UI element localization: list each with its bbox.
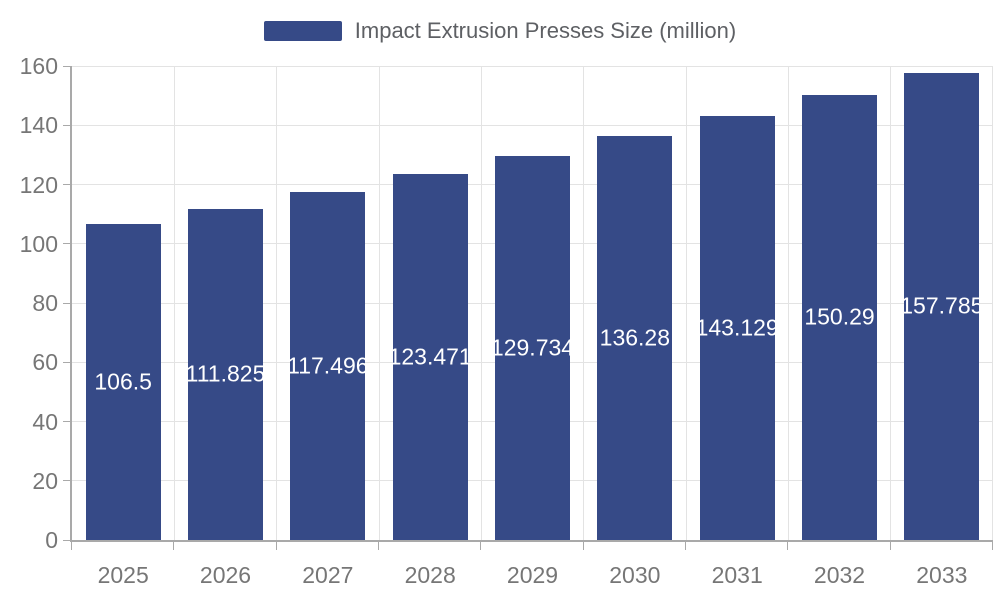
x-axis-label: 2028 [404, 562, 456, 588]
y-axis-tick [63, 124, 72, 126]
x-axis-label: 2029 [506, 562, 559, 588]
x-axis-tick [685, 542, 686, 550]
y-gridline [72, 65, 993, 67]
bar[interactable]: 106.5 [85, 224, 161, 540]
bar-value-label: 106.5 [94, 368, 152, 395]
y-axis-tick [63, 421, 72, 422]
x-axis-tick [378, 542, 379, 550]
x-axis-label: 2026 [199, 562, 252, 588]
x-axis-tick [889, 542, 891, 550]
y-axis-label: 120 [19, 171, 58, 198]
x-axis-tick [992, 542, 993, 550]
y-axis-label: 140 [19, 112, 58, 139]
x-gridline [787, 66, 789, 540]
x-axis-label: 2030 [609, 562, 661, 588]
y-axis-label: 100 [19, 230, 58, 257]
x-gridline [890, 66, 892, 540]
bar[interactable]: 157.785 [904, 72, 980, 540]
bar-value-label: 123.471 [392, 343, 468, 370]
bar[interactable]: 111.825 [188, 208, 263, 540]
x-axis-tick [275, 542, 277, 550]
y-axis-tick [63, 65, 72, 67]
legend-label: Impact Extrusion Presses Size (million) [354, 18, 737, 43]
x-axis-tick [480, 542, 482, 550]
x-gridline [583, 66, 585, 540]
y-axis-tick [63, 184, 72, 185]
legend-item[interactable]: Impact Extrusion Presses Size (million) [0, 18, 1000, 44]
bar-value-label: 143.129 [699, 314, 775, 341]
x-axis-label: 2032 [813, 562, 866, 588]
y-axis-label: 40 [32, 408, 58, 435]
bar-value-label: 129.734 [495, 334, 570, 361]
y-axis-tick [63, 480, 72, 482]
plot-area: 106.5 111.825 117.496 123.471 129.734 136.28 1… [70, 65, 993, 542]
x-axis-label: 2025 [97, 562, 149, 588]
bar-value-label: 150.29 [804, 303, 875, 330]
x-axis-tick [787, 542, 789, 550]
x-axis-label: 2031 [711, 562, 763, 588]
x-gridline [480, 66, 482, 540]
y-axis-tick [63, 243, 72, 245]
x-gridline [378, 66, 380, 540]
y-gridline [72, 124, 993, 126]
bar[interactable]: 143.129 [699, 115, 775, 540]
y-axis-label: 20 [32, 467, 58, 494]
x-axis-tick [582, 542, 584, 550]
x-axis-tick [71, 542, 72, 550]
bar[interactable]: 150.29 [802, 94, 877, 540]
y-axis-label: 160 [19, 53, 58, 79]
x-axis-label: 2033 [916, 562, 968, 588]
y-axis-label: 80 [32, 290, 58, 316]
x-axis-tick [173, 542, 175, 550]
y-axis-tick [63, 302, 72, 304]
y-axis-label: 60 [32, 349, 58, 376]
bar[interactable]: 129.734 [495, 155, 570, 540]
y-axis-label: 0 [45, 527, 58, 553]
x-gridline [685, 66, 687, 540]
bar-value-label: 136.28 [599, 324, 671, 351]
bar[interactable]: 123.471 [392, 174, 468, 540]
y-axis-tick [63, 539, 72, 541]
bar-value-label: 157.785 [904, 292, 980, 319]
bar-value-label: 111.825 [188, 360, 263, 387]
x-gridline [173, 66, 175, 540]
x-gridline [992, 66, 993, 540]
y-axis-tick [63, 361, 72, 363]
bar-value-label: 117.496 [290, 352, 366, 379]
bar[interactable]: 136.28 [597, 136, 673, 540]
legend-swatch [263, 21, 342, 41]
x-gridline [276, 66, 278, 540]
bar[interactable]: 117.496 [290, 191, 366, 540]
x-axis-label: 2027 [302, 562, 354, 588]
